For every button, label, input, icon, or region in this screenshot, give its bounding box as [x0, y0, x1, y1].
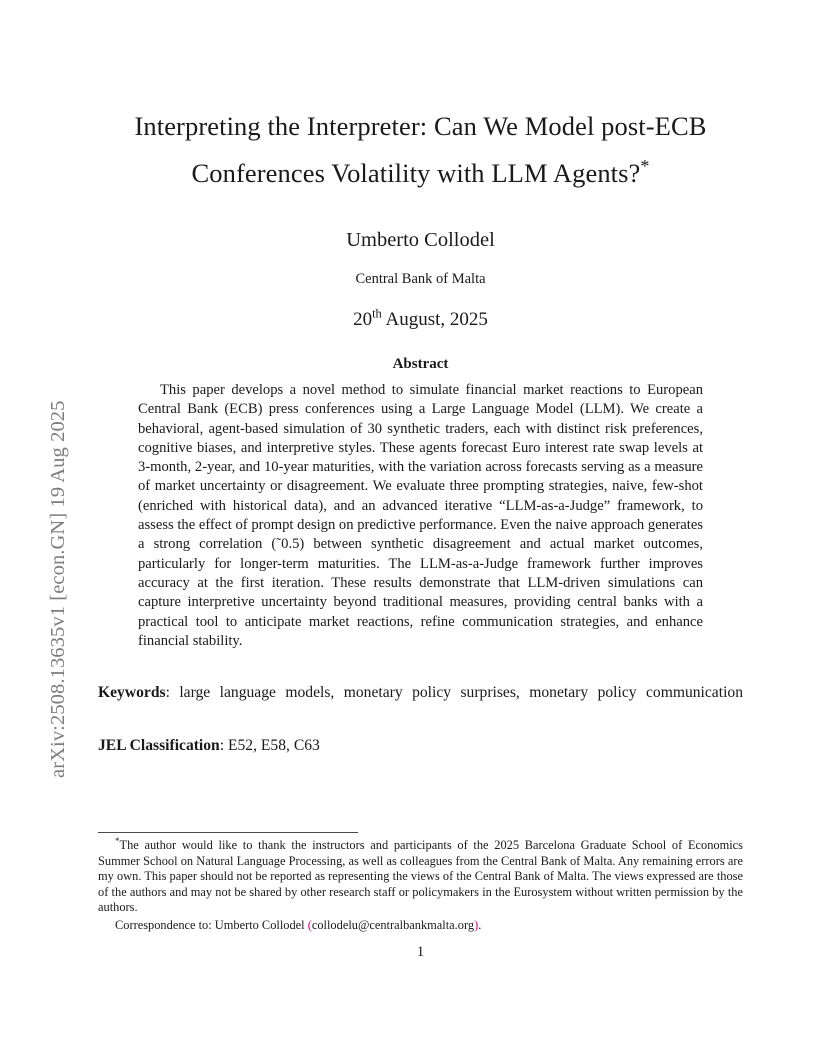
- keywords-separator: :: [165, 684, 180, 702]
- footnote-separator-rule: [98, 832, 358, 833]
- jel-row: JEL Classification: E52, E58, C63: [98, 733, 743, 760]
- correspondence-line: Correspondence to: Umberto Collodel (col…: [98, 918, 743, 934]
- abstract-body: This paper develops a novel method to si…: [138, 382, 703, 649]
- keywords-row: Keywords: large language models, monetar…: [98, 680, 743, 733]
- title-footnote-marker: *: [640, 156, 650, 177]
- title-line-2-text: Conferences Volatility with LLM Agents?: [191, 158, 641, 188]
- abstract-section: Abstract This paper develops a novel met…: [138, 354, 703, 651]
- publication-date: 20th August, 2025: [98, 306, 743, 334]
- keywords-label: Keywords: [98, 684, 166, 702]
- footnote-marker: *: [115, 835, 120, 846]
- date-rest: August, 2025: [381, 309, 488, 330]
- correspondence-email-link[interactable]: collodelu@centralbankmalta.org: [311, 917, 475, 932]
- date-day: 20: [353, 309, 373, 330]
- footnote-block: *The author would like to thank the inst…: [98, 832, 743, 934]
- paper-title: Interpreting the Interpreter: Can We Mod…: [98, 103, 743, 197]
- author-name: Umberto Collodel: [346, 229, 495, 251]
- author-affiliation: Central Bank of Malta: [355, 271, 486, 287]
- correspondence-prefix: Correspondence to: Umberto Collodel: [115, 917, 308, 932]
- jel-value: E52, E58, C63: [227, 737, 320, 755]
- page-content: Interpreting the Interpreter: Can We Mod…: [98, 0, 743, 1056]
- jel-separator: :: [219, 737, 228, 755]
- correspondence-period: .: [478, 917, 482, 932]
- link-close-paren: ): [474, 917, 479, 932]
- arxiv-stamp: arXiv:2508.13635v1 [econ.GN] 19 Aug 2025: [0, 0, 70, 1056]
- footnote-body: The author would like to thank the instr…: [98, 838, 743, 915]
- title-line-1: Interpreting the Interpreter: Can We Mod…: [134, 111, 707, 141]
- jel-label: JEL Classification: [98, 737, 220, 755]
- page-number: 1: [416, 944, 425, 960]
- date-ordinal-suffix: th: [372, 306, 382, 321]
- author-block: Umberto Collodel Central Bank of Malta 2…: [98, 225, 743, 334]
- title-line-2: Conferences Volatility with LLM Agents?*: [98, 150, 743, 197]
- arxiv-stamp-text: arXiv:2508.13635v1 [econ.GN] 19 Aug 2025: [47, 400, 69, 778]
- footnote-acknowledgement: *The author would like to thank the inst…: [98, 835, 743, 916]
- keywords-value: large language models, monetary policy s…: [179, 684, 743, 702]
- metadata-block: Keywords: large language models, monetar…: [98, 680, 743, 760]
- link-open-paren: (: [307, 917, 312, 932]
- abstract-heading: Abstract: [392, 356, 449, 372]
